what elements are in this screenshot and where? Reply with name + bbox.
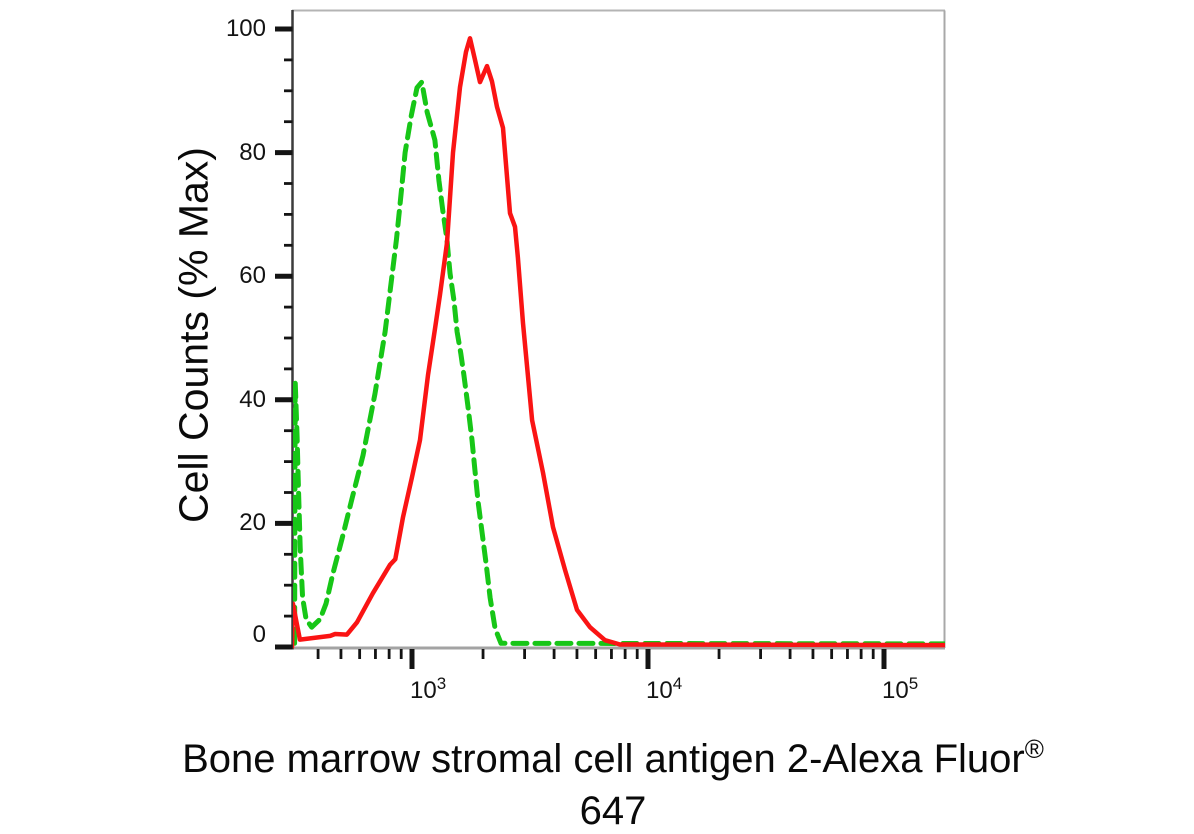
y-axis-label: Cell Counts (% Max) (170, 147, 217, 523)
x-axis-title: Bone marrow stromal cell antigen 2-Alexa… (182, 723, 1044, 834)
x-tick-base: 10 (646, 677, 673, 704)
y-tick-label-40: 40 (239, 385, 266, 413)
x-axis-title-line2: 647 (579, 789, 647, 833)
x-tick-exponent: 5 (908, 674, 919, 693)
registered-trademark-symbol: ® (1024, 734, 1044, 764)
x-tick-label-10e5: 105 (882, 671, 918, 704)
y-tick-label-100: 100 (225, 15, 266, 42)
y-tick-label-20: 20 (239, 509, 266, 537)
y-tick-label-60: 60 (239, 262, 266, 290)
x-tick-label-10e3: 103 (410, 671, 446, 704)
x-tick-base: 10 (882, 677, 909, 704)
green-dashed-curve (293, 79, 945, 647)
x-axis-title-line1: Bone marrow stromal cell antigen 2-Alexa… (182, 723, 1044, 785)
y-tick-label-0: 0 (252, 621, 266, 648)
x-tick-base: 10 (410, 677, 437, 704)
x-tick-exponent: 4 (672, 674, 683, 693)
y-tick-label-80: 80 (239, 138, 266, 166)
x-tick-label-10e4: 104 (646, 671, 682, 704)
red-solid-curve (293, 36, 945, 649)
x-tick-exponent: 3 (436, 674, 447, 693)
x-axis-title-text: Bone marrow stromal cell antigen 2-Alexa… (182, 737, 1025, 781)
